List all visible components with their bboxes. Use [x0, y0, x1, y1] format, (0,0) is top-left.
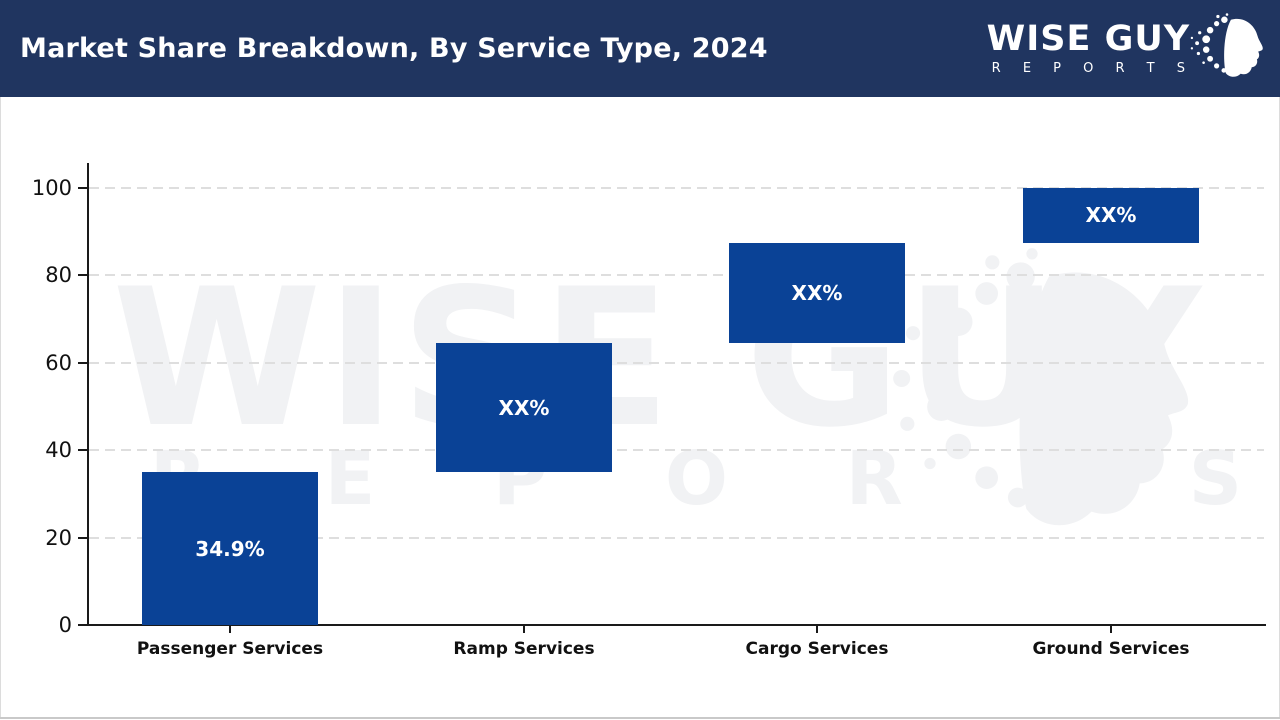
bar-segment-passenger-services: 34.9% — [142, 472, 318, 625]
bottom-border — [0, 717, 1280, 719]
x-axis-line — [87, 624, 1266, 626]
logo-text: WISE GUY R E P O R T S — [986, 18, 1194, 76]
y-tick-label: 100 — [31, 176, 72, 200]
x-axis-label: Passenger Services — [136, 639, 324, 659]
bar-segment-ramp-services: XX% — [436, 343, 612, 473]
x-axis-label: Ramp Services — [453, 639, 595, 659]
y-tick-label: 20 — [45, 525, 72, 550]
y-tick — [78, 361, 88, 364]
y-tick-label: 0 — [58, 613, 72, 637]
header: Market Share Breakdown, By Service Type,… — [0, 0, 1280, 97]
y-tick — [78, 624, 88, 626]
grid-line — [89, 187, 1264, 189]
y-tick-label: 80 — [45, 263, 72, 288]
bar-segment-ground-services: XX% — [1023, 188, 1199, 243]
wiseguy-face-icon — [1190, 12, 1263, 77]
x-tick — [523, 626, 525, 633]
y-tick — [78, 187, 88, 189]
left-edge-border — [0, 97, 1, 718]
y-tick-label: 40 — [45, 438, 72, 463]
y-axis-line — [87, 163, 89, 626]
bar-value-label: XX% — [791, 280, 843, 305]
grid-line — [89, 361, 1264, 364]
y-tick — [78, 449, 88, 452]
grid-line — [89, 274, 1264, 277]
grid-line — [89, 536, 1264, 539]
page-title: Market Share Breakdown, By Service Type,… — [20, 33, 768, 64]
bar-segment-cargo-services: XX% — [729, 242, 905, 344]
x-axis-label: Ground Services — [1032, 639, 1190, 659]
watermark-face-icon — [873, 248, 1189, 526]
y-tick — [78, 536, 88, 539]
logo-wordmark: WISE GUY — [986, 18, 1191, 59]
grid-line — [89, 449, 1264, 452]
wiseguy-logo: WISE GUY R E P O R T S — [987, 6, 1266, 92]
bar-value-label: 34.9% — [195, 536, 265, 561]
x-axis-label: Cargo Services — [745, 639, 889, 659]
bar-value-label: XX% — [1085, 203, 1137, 228]
bar-value-label: XX% — [498, 395, 550, 420]
y-tick-label: 60 — [45, 350, 72, 375]
logo-subtext: R E P O R T S — [991, 60, 1194, 76]
x-tick — [229, 626, 231, 633]
x-tick — [1110, 626, 1112, 633]
y-tick — [78, 274, 88, 277]
x-tick — [816, 626, 818, 633]
